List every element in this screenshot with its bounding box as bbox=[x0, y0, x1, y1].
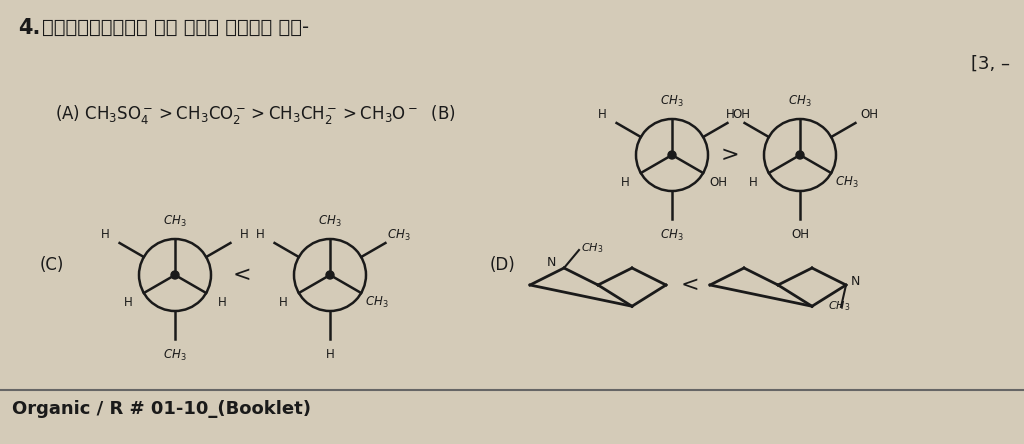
Text: (A) $\mathsf{CH_3SO_4^- > CH_3CO_2^- > CH_3CH_2^- > CH_3O^-}$  (B): (A) $\mathsf{CH_3SO_4^- > CH_3CO_2^- > C… bbox=[55, 103, 456, 127]
Text: $CH_3$: $CH_3$ bbox=[163, 348, 186, 363]
Text: N: N bbox=[547, 257, 556, 270]
Text: (D): (D) bbox=[490, 256, 516, 274]
Text: 4.: 4. bbox=[18, 18, 40, 38]
Text: (C): (C) bbox=[40, 256, 65, 274]
Text: OH: OH bbox=[732, 108, 751, 122]
Text: <: < bbox=[681, 275, 699, 295]
Text: H: H bbox=[279, 296, 288, 309]
Text: $CH_3$: $CH_3$ bbox=[788, 93, 812, 108]
Text: H: H bbox=[749, 175, 758, 189]
Circle shape bbox=[294, 239, 366, 311]
Circle shape bbox=[764, 119, 836, 191]
Text: H: H bbox=[217, 296, 226, 309]
Text: H: H bbox=[240, 229, 249, 242]
Text: $CH_3$: $CH_3$ bbox=[365, 294, 388, 309]
Circle shape bbox=[796, 151, 804, 159]
Circle shape bbox=[326, 271, 334, 279]
Text: H: H bbox=[726, 108, 735, 122]
Text: $CH_3$: $CH_3$ bbox=[163, 214, 186, 229]
Text: $CH_3$: $CH_3$ bbox=[660, 93, 684, 108]
Text: H: H bbox=[621, 175, 630, 189]
Text: $CH_3$: $CH_3$ bbox=[660, 227, 684, 242]
Text: स्थायित्व का सही क्रम है-: स्थायित्व का सही क्रम है- bbox=[42, 18, 309, 37]
Text: [3, –: [3, – bbox=[971, 55, 1010, 73]
Text: $CH_3$: $CH_3$ bbox=[387, 227, 411, 242]
Text: <: < bbox=[232, 265, 251, 285]
Circle shape bbox=[171, 271, 179, 279]
Text: H: H bbox=[101, 229, 111, 242]
Text: H: H bbox=[326, 349, 335, 361]
Text: >: > bbox=[721, 145, 739, 165]
Text: OH: OH bbox=[710, 175, 728, 189]
Text: $CH_3$: $CH_3$ bbox=[318, 214, 342, 229]
Circle shape bbox=[139, 239, 211, 311]
Text: OH: OH bbox=[860, 108, 879, 122]
Text: $CH_3$: $CH_3$ bbox=[835, 174, 858, 190]
Text: OH: OH bbox=[791, 229, 809, 242]
Text: H: H bbox=[256, 229, 265, 242]
Text: N: N bbox=[851, 275, 860, 288]
Circle shape bbox=[668, 151, 676, 159]
Text: H: H bbox=[598, 108, 607, 122]
Circle shape bbox=[636, 119, 708, 191]
Text: H: H bbox=[124, 296, 133, 309]
Text: Organic / R # 01-10_(Booklet): Organic / R # 01-10_(Booklet) bbox=[12, 400, 311, 418]
Text: $CH_3$: $CH_3$ bbox=[827, 299, 850, 313]
Text: $CH_3$: $CH_3$ bbox=[581, 241, 603, 255]
